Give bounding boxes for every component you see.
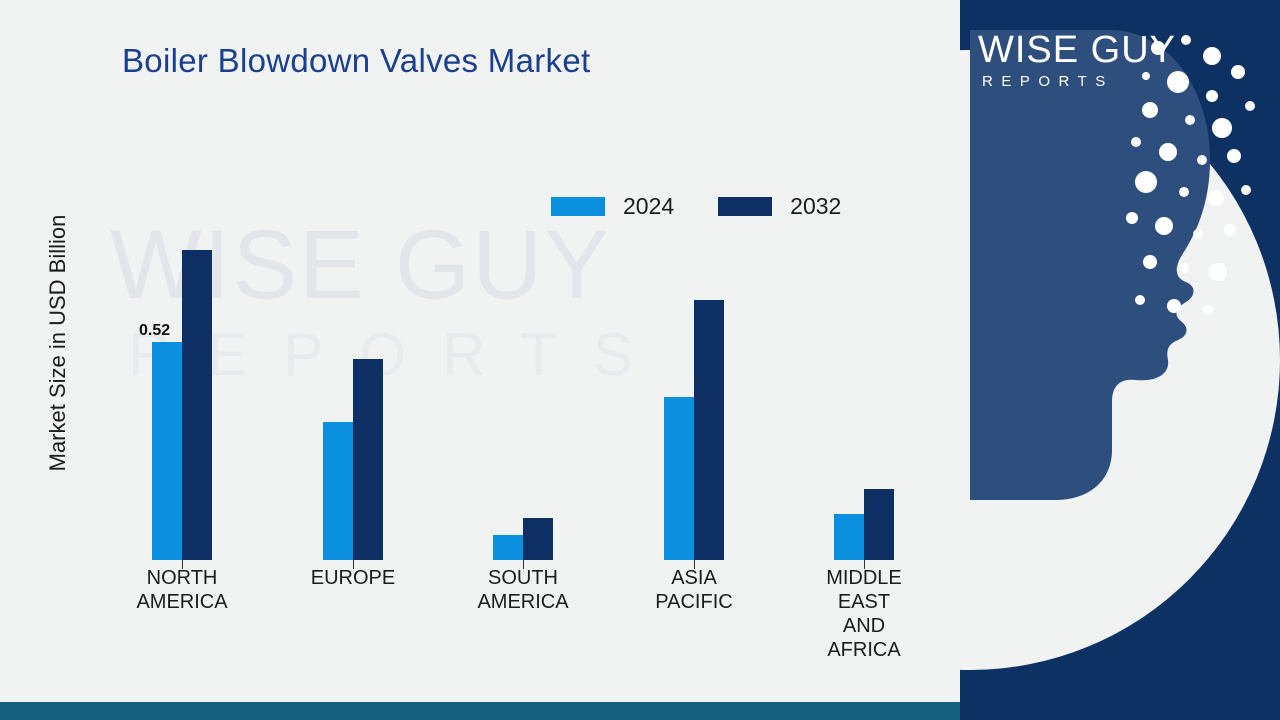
bars-layer: 0.52 NORTH AMERICA EUROPE SOUTH AMERICA ASIA PA… <box>97 250 949 662</box>
legend-swatch-2024 <box>551 197 605 216</box>
x-axis-tick <box>694 560 695 569</box>
brand-panel <box>960 0 1280 720</box>
x-axis-label-line: PACIFIC <box>655 591 733 613</box>
bar-2024-europe[interactable] <box>323 422 353 560</box>
x-axis-label-line: AMERICA <box>136 591 228 613</box>
x-axis-tick <box>523 560 524 569</box>
bar-2032-south-america[interactable] <box>523 518 553 560</box>
page-title: Boiler Blowdown Valves Market <box>122 42 591 79</box>
x-axis-label-line: EAST <box>837 591 891 613</box>
bar-2032-europe[interactable] <box>353 359 383 560</box>
x-axis-label-north-america: NORTH AMERICA <box>97 566 267 614</box>
legend-item-2032[interactable]: 2032 <box>718 193 841 220</box>
legend-swatch-2032 <box>718 197 773 216</box>
x-axis-label-line: AMERICA <box>477 591 569 613</box>
bar-2024-north-america[interactable] <box>152 342 182 560</box>
chart-legend: 2024 2032 <box>551 193 841 220</box>
x-axis-label-line: AFRICA <box>827 639 901 661</box>
bar-2032-asia-pacific[interactable] <box>694 300 724 560</box>
x-axis-label-line: NORTH <box>146 567 218 589</box>
chart-plot-area: Market Size in USD Billion 2024 2032 0.5… <box>45 42 949 662</box>
x-axis-label-south-america: SOUTH AMERICA <box>438 566 608 614</box>
x-axis-label-line: SOUTH <box>488 567 558 589</box>
bar-value-label: 0.52 <box>139 322 171 339</box>
logo-tagline: REPORTS <box>982 73 1114 90</box>
legend-item-2024[interactable]: 2024 <box>551 193 674 220</box>
bar-2032-north-america[interactable] <box>182 250 212 560</box>
logo: WISE GUY REPORTS <box>978 30 1218 120</box>
x-axis-tick <box>864 560 865 569</box>
dot-cluster-icon <box>1126 35 1255 315</box>
bar-2032-middle-east-and-africa[interactable] <box>864 489 894 560</box>
x-axis-label-europe: EUROPE <box>268 566 438 590</box>
bottom-accent-strip <box>0 702 962 720</box>
bar-2024-south-america[interactable] <box>493 535 523 560</box>
head-profile-icon <box>970 30 1210 500</box>
x-axis-tick <box>353 560 354 569</box>
x-axis-label-line: MIDDLE <box>826 567 902 589</box>
x-axis-label-line: AND <box>842 615 886 637</box>
x-axis-label-line: EUROPE <box>310 567 396 589</box>
logo-wordmark: WISE GUY <box>978 29 1177 71</box>
bar-2024-asia-pacific[interactable] <box>664 397 694 560</box>
legend-label-2024: 2024 <box>623 193 675 219</box>
x-axis-label-middle-east-and-africa: MIDDLE EAST AND AFRICA <box>779 566 949 662</box>
bar-2024-middle-east-and-africa[interactable] <box>834 514 864 560</box>
x-axis-tick <box>182 560 183 569</box>
legend-label-2032: 2032 <box>790 193 842 219</box>
x-axis-label-line: ASIA <box>671 567 717 589</box>
x-axis-label-asia-pacific: ASIA PACIFIC <box>609 566 779 614</box>
